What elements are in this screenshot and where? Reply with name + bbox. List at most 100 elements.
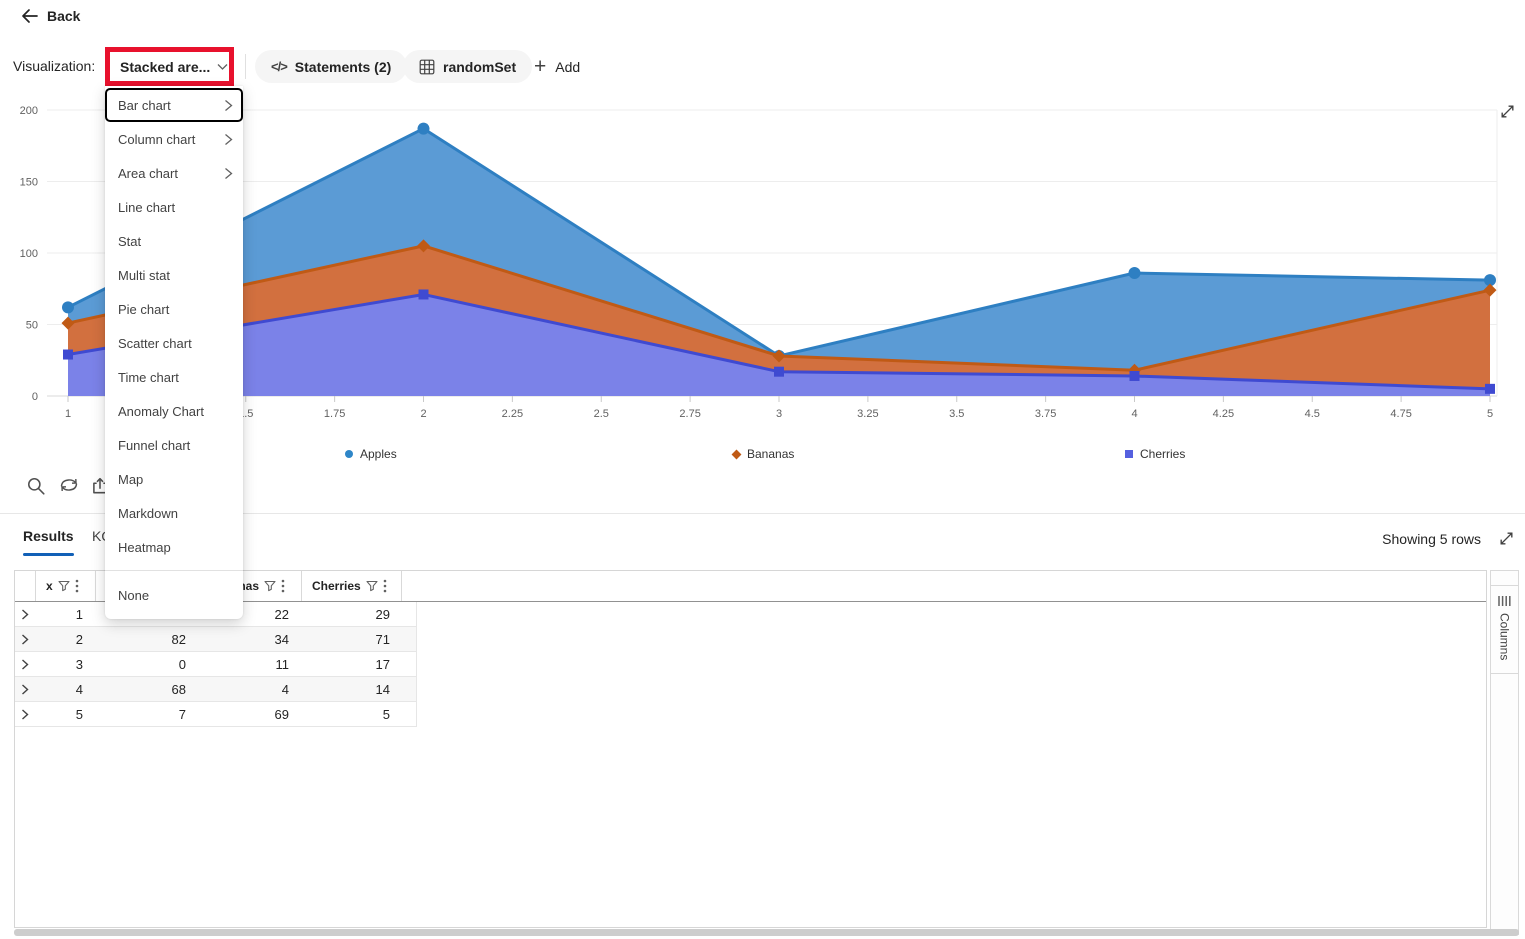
results-expand-button[interactable] [1498, 530, 1515, 547]
menu-item-label: Time chart [118, 369, 179, 385]
menu-item-time-chart[interactable]: Time chart [105, 360, 243, 394]
menu-item-label: Pie chart [118, 301, 170, 317]
code-icon: </> [271, 59, 288, 74]
svg-text:100: 100 [20, 248, 38, 260]
chart-toolbar [0, 474, 300, 502]
results-table-panel: xApplesBananasCherries 11122292823471301… [14, 570, 1487, 928]
table-cell: 82 [171, 631, 186, 647]
kebab-menu-icon[interactable] [281, 579, 285, 593]
section-divider [0, 513, 1525, 514]
dataset-button[interactable]: randomSet [403, 50, 533, 83]
menu-item-heatmap[interactable]: Heatmap [105, 530, 243, 564]
tab-results[interactable]: Results [23, 528, 74, 556]
header-expander-cell [15, 571, 35, 601]
svg-text:4: 4 [1131, 408, 1137, 420]
statements-button[interactable]: </> Statements (2) [255, 50, 408, 83]
table-cell: 29 [375, 606, 390, 622]
svg-text:150: 150 [20, 177, 38, 189]
columns-side-panel: Columns [1490, 570, 1519, 935]
filter-funnel-icon[interactable] [366, 580, 378, 592]
table-cell: 5 [382, 706, 390, 722]
table-cell: 14 [375, 681, 390, 697]
table-cell: 5 [75, 706, 83, 722]
table-cell: 11 [275, 656, 290, 672]
chevron-right-icon[interactable] [15, 608, 35, 620]
visualization-value: Stacked are... [120, 58, 211, 75]
svg-text:3.75: 3.75 [1035, 408, 1056, 420]
menu-item-area-chart[interactable]: Area chart [105, 156, 243, 190]
add-label: Add [555, 58, 581, 75]
column-header-label: Cherries [312, 579, 361, 593]
menu-item-funnel-chart[interactable]: Funnel chart [105, 428, 243, 462]
table-row[interactable]: 4 68 4 14 [15, 677, 417, 702]
svg-text:2: 2 [420, 408, 426, 420]
plus-icon: + [534, 55, 547, 78]
svg-text:200: 200 [20, 105, 38, 117]
add-button[interactable]: + Add [534, 50, 580, 83]
column-header-x[interactable]: x [35, 571, 95, 601]
chevron-right-icon[interactable] [15, 708, 35, 720]
table-cell: 22 [274, 606, 289, 622]
legend-label: Cherries [1140, 447, 1186, 461]
menu-item-pie-chart[interactable]: Pie chart [105, 292, 243, 326]
active-tab-underline [23, 553, 74, 556]
svg-text:4.75: 4.75 [1390, 408, 1411, 420]
menu-item-label: Markdown [118, 505, 178, 521]
back-button[interactable]: Back [20, 8, 80, 24]
visualization-label: Visualization: [13, 58, 96, 74]
menu-item-multi-stat[interactable]: Multi stat [105, 258, 243, 292]
chevron-right-icon[interactable] [15, 633, 35, 645]
svg-text:2.25: 2.25 [502, 408, 523, 420]
menu-item-scatter-chart[interactable]: Scatter chart [105, 326, 243, 360]
legend-item-bananas[interactable]: Bananas [731, 447, 794, 461]
table-cell: 2 [75, 631, 83, 647]
refresh-icon[interactable] [58, 476, 80, 498]
table-cell: 71 [375, 631, 390, 647]
menu-item-stat[interactable]: Stat [105, 224, 243, 258]
chevron-right-icon[interactable] [15, 658, 35, 670]
filter-funnel-icon[interactable] [58, 580, 70, 592]
menu-item-label: Heatmap [118, 539, 171, 555]
menu-item-line-chart[interactable]: Line chart [105, 190, 243, 224]
back-row: Back [0, 0, 1525, 40]
visualization-dropdown[interactable]: Stacked are... [105, 47, 234, 86]
column-header-label: x [46, 579, 53, 593]
statements-label: Statements (2) [294, 58, 392, 75]
chevron-right-icon[interactable] [15, 683, 35, 695]
horizontal-scrollbar[interactable] [14, 929, 1519, 936]
chevron-right-icon [224, 99, 233, 112]
table-cell: 4 [281, 681, 289, 697]
menu-item-none[interactable]: None [118, 587, 150, 603]
kebab-menu-icon[interactable] [75, 579, 79, 593]
table-row[interactable]: 3 0 11 17 [15, 652, 417, 677]
svg-text:3: 3 [776, 408, 782, 420]
menu-item-label: Line chart [118, 199, 176, 215]
menu-item-bar-chart[interactable]: Bar chart [105, 88, 243, 122]
columns-panel-tab[interactable]: Columns [1491, 586, 1518, 674]
menu-item-map[interactable]: Map [105, 462, 243, 496]
menu-item-column-chart[interactable]: Column chart [105, 122, 243, 156]
legend-item-cherries[interactable]: Cherries [1125, 447, 1185, 461]
chevron-right-icon [224, 133, 233, 146]
table-cell: 0 [178, 656, 186, 672]
table-cell: 34 [274, 631, 289, 647]
kebab-menu-icon[interactable] [383, 579, 387, 593]
menu-item-markdown[interactable]: Markdown [105, 496, 243, 530]
square-marker-icon [1125, 450, 1133, 458]
table-row[interactable]: 5 7 69 5 [15, 702, 417, 727]
menu-divider [105, 570, 243, 571]
chart-expand-button[interactable] [1499, 103, 1517, 121]
toolbar-divider [245, 54, 246, 79]
svg-text:3.5: 3.5 [949, 408, 964, 420]
menu-item-anomaly-chart[interactable]: Anomaly Chart [105, 394, 243, 428]
table-row[interactable]: 2 82 34 71 [15, 627, 417, 652]
legend-item-apples[interactable]: Apples [345, 447, 397, 461]
table-cell: 69 [274, 706, 289, 722]
search-icon[interactable] [26, 476, 48, 498]
filter-funnel-icon[interactable] [264, 580, 276, 592]
menu-item-label: Scatter chart [118, 335, 192, 351]
column-header-cherries[interactable]: Cherries [301, 571, 402, 601]
menu-item-label: Area chart [118, 165, 178, 181]
svg-text:2.75: 2.75 [679, 408, 700, 420]
